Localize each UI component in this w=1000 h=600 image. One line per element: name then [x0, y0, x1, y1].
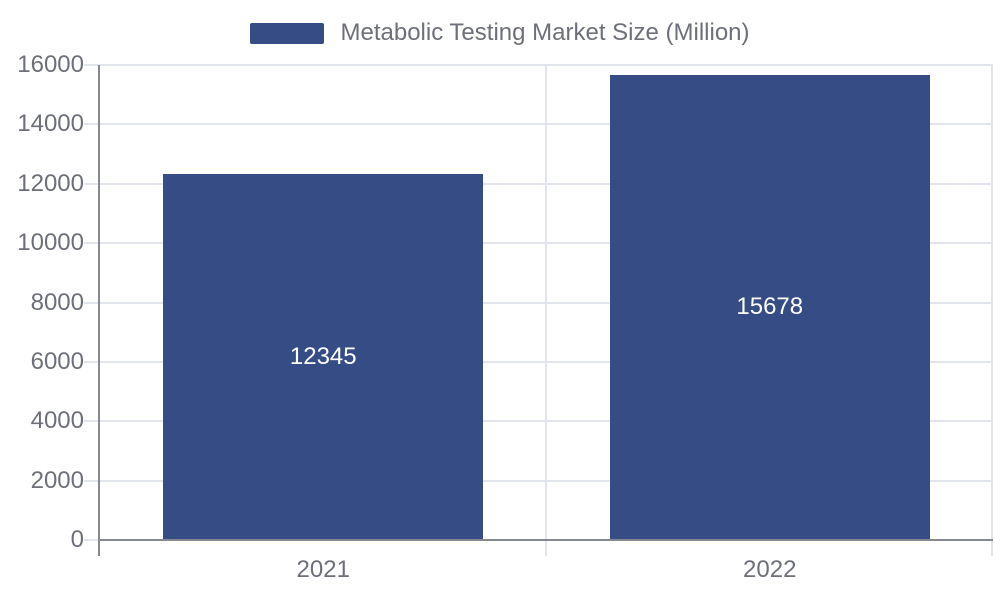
y-axis-tick: [84, 64, 100, 66]
x-axis-label: 2021: [296, 556, 350, 583]
y-axis-tick: [84, 123, 100, 126]
gridline-horizontal: [100, 479, 993, 482]
gridline-horizontal: [100, 301, 993, 304]
y-axis-label: 2000: [30, 466, 84, 494]
bar-value-label: 12345: [289, 342, 357, 370]
y-axis-tick: [84, 539, 100, 541]
y-axis-label: 4000: [30, 407, 84, 435]
gridline-horizontal: [100, 360, 993, 363]
legend-label: Metabolic Testing Market Size (Million): [340, 19, 750, 46]
x-axis-tick: [991, 540, 993, 556]
gridline-horizontal: [100, 420, 993, 423]
gridline-horizontal: [100, 64, 993, 66]
y-axis-tick: [84, 420, 100, 423]
x-axis-line: [98, 539, 993, 541]
y-axis-tick: [84, 242, 100, 245]
y-axis-tick: [84, 360, 100, 363]
gridline-vertical: [544, 65, 547, 540]
x-axis-label: 2022: [743, 556, 797, 583]
bar-value-label: 15678: [736, 293, 804, 321]
y-axis-label: 12000: [17, 169, 84, 197]
gridline-vertical: [991, 65, 993, 540]
gridline-horizontal: [100, 123, 993, 126]
y-axis-tick: [84, 182, 100, 185]
y-axis-label: 14000: [17, 110, 84, 138]
legend-swatch: [250, 22, 325, 44]
bar-2022[interactable]: 15678: [609, 74, 930, 540]
y-axis-label: 6000: [30, 347, 84, 375]
y-axis-tick: [84, 479, 100, 482]
gridline-horizontal: [100, 242, 993, 245]
y-axis-label: 16000: [17, 51, 84, 78]
gridline-horizontal: [100, 182, 993, 185]
plot-area: 12345 15678: [100, 64, 993, 540]
y-axis-label: 10000: [17, 229, 84, 257]
y-axis-line: [98, 65, 100, 556]
legend-item[interactable]: Metabolic Testing Market Size (Million): [0, 19, 1000, 47]
bar-2021[interactable]: 12345: [163, 173, 484, 540]
y-axis-label: 8000: [30, 288, 84, 316]
y-axis-label: 0: [70, 526, 84, 553]
x-axis-tick: [544, 540, 547, 556]
y-axis-tick: [84, 301, 100, 304]
